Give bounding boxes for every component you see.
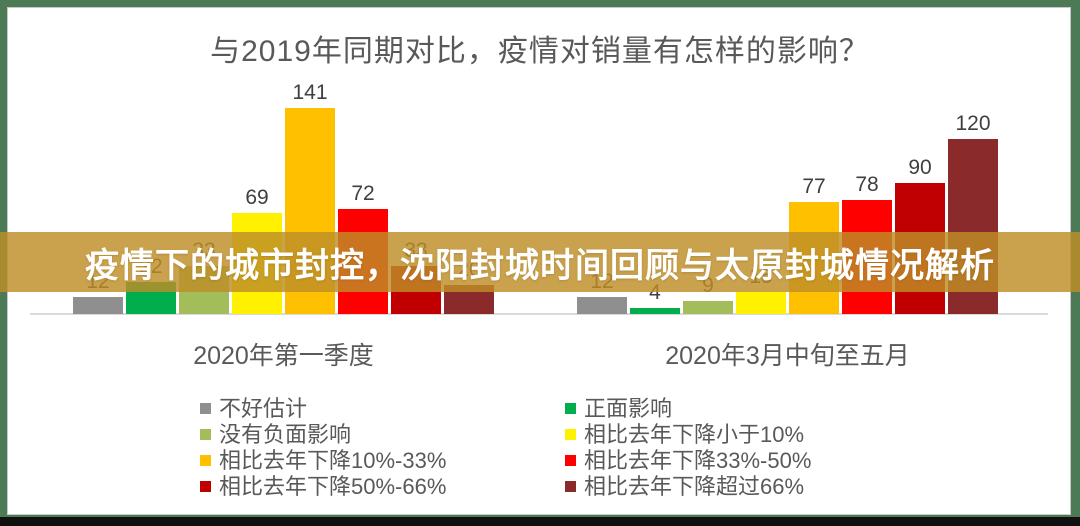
bottom-bar [0,517,1080,526]
legend-label: 相比去年下降10%-33% [219,448,447,473]
legend-swatch [200,403,211,414]
legend-swatch [200,429,211,440]
bar-value-label: 78 [855,173,879,196]
legend-swatch [200,455,211,466]
bar-value-label: 72 [351,182,375,205]
legend-label: 不好估计 [219,396,308,421]
bar [630,308,680,314]
legend-label: 相比去年下降50%-66% [219,474,447,499]
bar-value-label: 69 [245,186,269,209]
legend-swatch [200,481,211,492]
bar-value-label: 77 [802,175,826,198]
legend-swatch [565,403,576,414]
bar [577,297,627,314]
bar-value-label: 4 [649,281,661,304]
legend-label: 正面影响 [584,396,673,421]
legend-swatch [565,455,576,466]
legend-label: 没有负面影响 [219,422,352,447]
bar-value-label: 120 [955,112,991,135]
legend-label: 相比去年下降33%-50% [584,448,812,473]
bar-value-label: 141 [292,81,328,104]
category-label: 2020年第一季度 [193,342,374,370]
legend-swatch [565,481,576,492]
x-axis-line [30,313,1048,315]
chart-title: 与2019年同期对比，疫情对销量有怎样的影响？ [210,35,870,68]
bar [683,301,733,314]
overlay-banner: 疫情下的城市封控，沈阳封城时间回顾与太原封城情况解析 [0,232,1080,292]
legend-swatch [565,429,576,440]
category-label: 2020年3月中旬至五月 [665,342,910,370]
overlay-banner-text: 疫情下的城市封控，沈阳封城时间回顾与太原封城情况解析 [85,246,995,285]
bar [73,297,123,314]
legend-label: 相比去年下降小于10% [584,422,805,447]
bar [736,292,786,314]
bar-value-label: 90 [908,156,932,179]
legend-label: 相比去年下降超过66% [584,474,805,499]
